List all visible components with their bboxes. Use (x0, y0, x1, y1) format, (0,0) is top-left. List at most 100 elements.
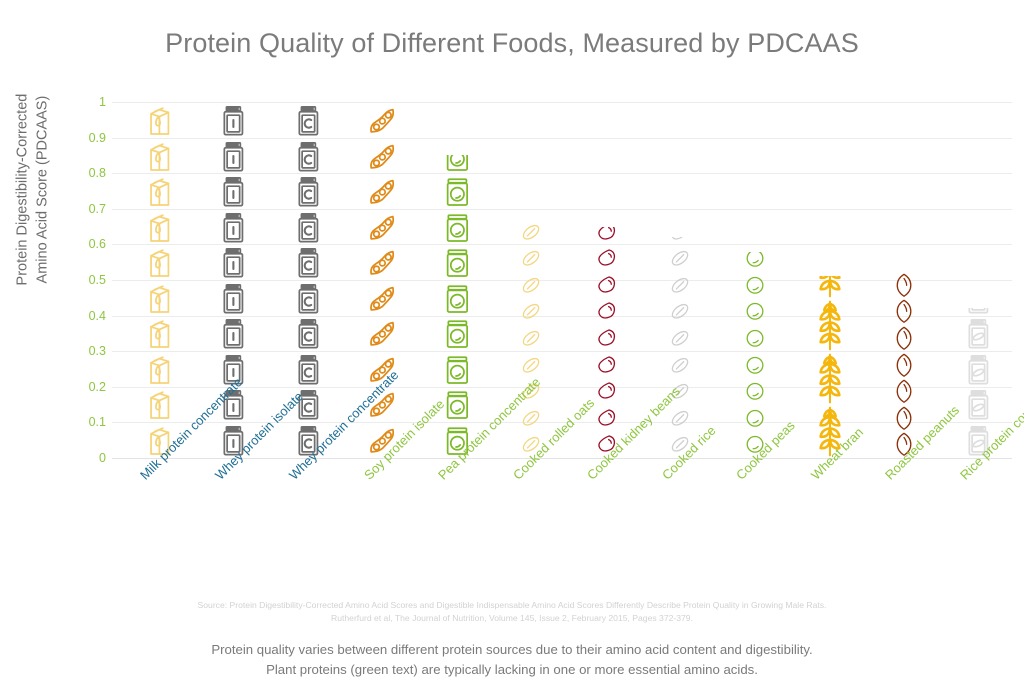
gridline (112, 280, 1012, 281)
rice-grain-icon (667, 237, 693, 245)
bar-kidney-bean[interactable] (575, 226, 637, 458)
pea-can-icon (440, 387, 475, 423)
pea-can-icon (440, 423, 475, 459)
bar-peanut[interactable] (873, 273, 935, 458)
x-axis-label-8[interactable]: Cooked peas (733, 417, 798, 483)
bar-oat-grain[interactable] (501, 219, 563, 458)
jar-i-icon (216, 352, 251, 388)
rice-grain-icon (667, 378, 693, 405)
soy-pod-icon (365, 316, 400, 352)
kidney-bean-icon (593, 298, 619, 325)
pea-can-icon (440, 281, 475, 317)
pea-can-icon (440, 155, 475, 174)
gridline (112, 244, 1012, 246)
bar-soy-pod[interactable] (352, 102, 414, 458)
pea-circle-icon (742, 405, 768, 432)
gridline (112, 422, 1012, 424)
jar-c-icon (291, 103, 326, 139)
pea-circle-icon (742, 251, 768, 272)
y-axis-tick-label: 0.4 (88, 308, 106, 323)
bar-jar-i[interactable] (203, 102, 265, 458)
x-axis-label-7[interactable]: Cooked rice (658, 422, 719, 483)
pea-circle-icon (742, 431, 768, 458)
gridlines (112, 102, 1012, 459)
soy-pod-icon (365, 387, 400, 423)
caption-line-1: Protein quality varies between different… (211, 642, 813, 657)
jar-c-icon (291, 174, 326, 210)
x-axis-label-11[interactable]: Rice protein concentrate (956, 372, 1024, 483)
milk-carton-icon (142, 316, 177, 352)
jar-c-icon (291, 423, 326, 459)
milk-carton-icon (142, 139, 177, 175)
peanut-icon (891, 378, 917, 405)
oat-grain-icon (518, 405, 544, 432)
bar-pea-circle[interactable] (724, 251, 786, 458)
oat-grain-icon (518, 245, 544, 272)
jar-i-icon (216, 174, 251, 210)
source-citation: Source: Protein Digestibility-Corrected … (0, 599, 1024, 626)
oat-grain-icon (518, 325, 544, 352)
jar-i-icon (216, 245, 251, 281)
caption-line-2: Plant proteins (green text) are typicall… (266, 661, 758, 677)
y-axis-tick-label: 0.8 (88, 166, 106, 181)
x-axis-label-5[interactable]: Cooked rolled oats (509, 395, 597, 483)
wheat-stalk-icon (804, 405, 856, 458)
peanut-icon (891, 298, 917, 325)
bar-milk-carton[interactable] (128, 102, 190, 458)
kidney-bean-icon (593, 245, 619, 272)
gridline (112, 315, 1012, 317)
pea-circle-icon (742, 325, 768, 352)
jar-i-icon (216, 210, 251, 246)
peanut-icon (891, 325, 917, 352)
y-axis-tick-label: 0.6 (88, 237, 106, 252)
oat-grain-icon (518, 298, 544, 325)
jar-i-icon (216, 387, 251, 423)
bar-wheat-stalk[interactable] (799, 276, 861, 458)
x-axis-label-10[interactable]: Roasted peanuts (882, 402, 963, 483)
y-axis-tick-label: 0.1 (88, 415, 106, 430)
wheat-stalk-icon (804, 299, 856, 352)
jar-i-icon (216, 139, 251, 175)
milk-carton-icon (142, 245, 177, 281)
jar-c-icon (291, 139, 326, 175)
bar-jar-c[interactable] (277, 102, 339, 458)
pea-circle-icon (742, 272, 768, 299)
jar-c-icon (291, 316, 326, 352)
wheat-stalk-icon (804, 352, 856, 405)
jar-i-icon (216, 316, 251, 352)
soy-pod-icon (365, 139, 400, 175)
milk-carton-icon (142, 210, 177, 246)
bar-jar-rice[interactable] (948, 308, 1010, 458)
kidney-bean-icon (593, 405, 619, 432)
x-axis-label-3[interactable]: Soy protein isolate (360, 396, 447, 483)
pea-can-icon (440, 174, 475, 210)
pea-can-icon (440, 210, 475, 246)
bar-rice-grain[interactable] (650, 237, 712, 458)
pea-circle-icon (742, 352, 768, 379)
jar-c-icon (291, 387, 326, 423)
plot-area (112, 102, 1012, 459)
oat-grain-icon (518, 272, 544, 299)
rice-grain-icon (667, 245, 693, 272)
y-axis-tick-label: 1 (99, 95, 106, 109)
peanut-icon (891, 273, 917, 299)
pea-can-icon (440, 316, 475, 352)
gridline (112, 102, 1012, 103)
source-line-2: Rutherfurd et al, The Journal of Nutriti… (331, 613, 693, 624)
soy-pod-icon (365, 423, 400, 459)
y-axis-tick-label: 0.7 (88, 201, 106, 216)
soy-pod-icon (365, 103, 400, 139)
y-axis-tick-label: 0.9 (88, 130, 106, 145)
milk-carton-icon (142, 103, 177, 139)
gridline (112, 208, 1012, 210)
soy-pod-icon (365, 210, 400, 246)
kidney-bean-icon (593, 352, 619, 379)
rice-grain-icon (667, 405, 693, 432)
bar-pea-can[interactable] (426, 155, 488, 458)
gridline (112, 458, 1012, 459)
soy-pod-icon (365, 245, 400, 281)
y-axis-tick-label: 0.5 (88, 273, 106, 287)
x-axis-label-9[interactable]: Wheat bran (807, 424, 866, 483)
